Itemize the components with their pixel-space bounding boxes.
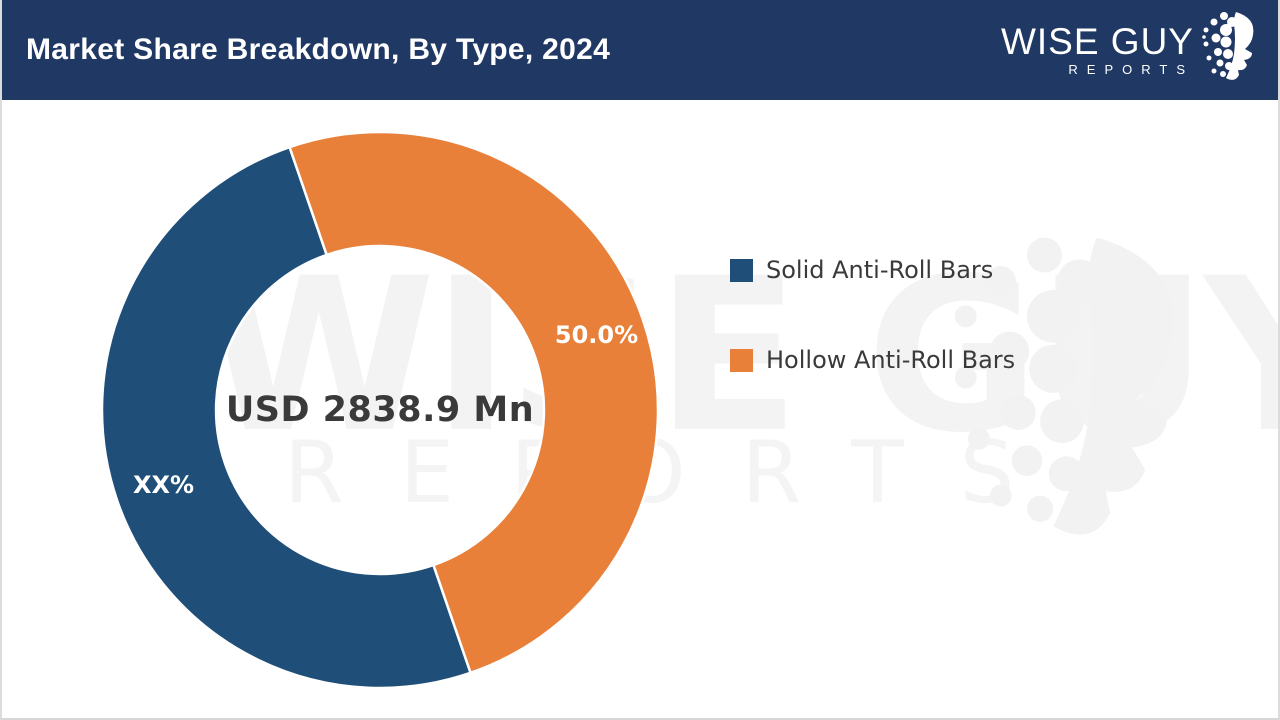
legend-label: Hollow Anti-Roll Bars [766,346,1016,374]
donut-center-value: USD 2838.9 Mn [225,390,535,430]
legend-item-hollow: Hollow Anti-Roll Bars [730,338,1015,382]
donut-segment [102,145,472,688]
donut-rings [102,132,658,688]
logo-subtitle: REPORTS [1068,62,1194,78]
page-title: Market Share Breakdown, By Type, 2024 [26,33,611,66]
legend-swatch-blue-icon [730,258,753,282]
logo-wordmark: WISE GUY [1000,20,1194,62]
wise-guy-logo: WISE GUY REPORTS [1001,8,1260,92]
donut-segment [288,132,658,675]
legend: Solid Anti-Roll Bars Hollow Anti-Roll Ba… [730,248,1015,428]
slice-percentage-label: XX% [132,470,194,499]
legend-swatch-orange-icon [730,348,753,372]
header: Market Share Breakdown, By Type, 2024 WI… [2,0,1278,100]
logo-text: WISE GUY REPORTS [1000,20,1194,78]
slice-percentage-label: 50.0% [554,321,639,350]
legend-item-solid: Solid Anti-Roll Bars [730,248,1015,292]
legend-label: Solid Anti-Roll Bars [766,256,994,284]
donut-chart: USD 2838.9 Mn 50.0% XX% [102,132,658,688]
face-profile-icon [1196,8,1260,92]
watermark-face-icon [922,195,1202,599]
